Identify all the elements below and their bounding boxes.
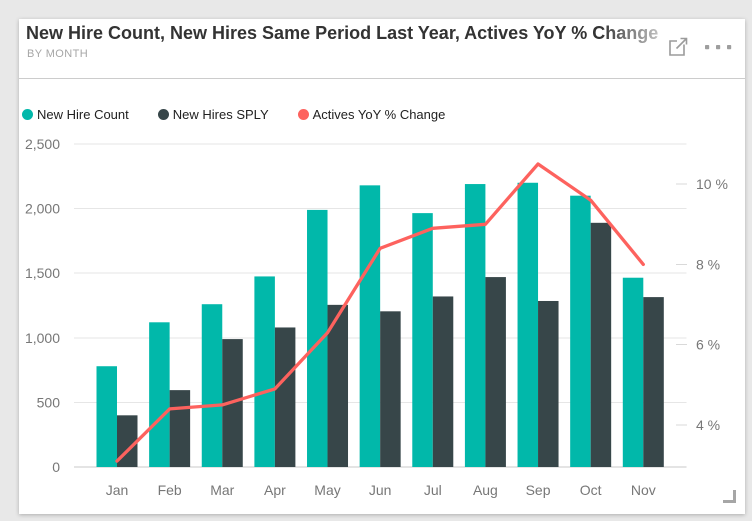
legend-dot-new-hire-count — [22, 109, 33, 120]
header-divider — [19, 78, 745, 79]
x-axis-label-jan: Jan — [106, 482, 129, 498]
resize-handle[interactable] — [723, 490, 736, 503]
bar-new-hires-sply-feb[interactable] — [169, 390, 191, 467]
y-axis-label-left: 2,500 — [25, 136, 60, 152]
x-axis-label-oct: Oct — [580, 482, 602, 498]
y-axis-label-left: 500 — [37, 394, 61, 410]
x-axis-label-may: May — [314, 482, 340, 498]
bar-new-hire-count-may[interactable] — [307, 209, 328, 467]
x-axis-label-nov: Nov — [631, 482, 656, 498]
y-axis-label-left: 2,000 — [25, 201, 60, 217]
line-actives-yoy-change[interactable] — [115, 162, 645, 463]
bar-new-hire-count-mar[interactable] — [201, 304, 223, 467]
x-axis-label-apr: Apr — [264, 482, 286, 498]
legend-item-new-hire-count[interactable]: New Hire Count — [22, 107, 129, 122]
legend-dot-new-hires-sply — [157, 109, 169, 120]
bar-new-hire-count-oct[interactable] — [570, 195, 591, 467]
bar-new-hire-count-jan[interactable] — [96, 366, 118, 467]
visual-subtitle: BY MONTH — [27, 48, 89, 60]
legend-label: New Hire Count — [37, 107, 129, 122]
bar-new-hires-sply-may[interactable] — [327, 304, 349, 467]
y-axis-label-left: 1,000 — [25, 330, 60, 346]
x-axis-label-sep: Sep — [526, 482, 551, 498]
legend-item-actives-yoy[interactable]: Actives YoY % Change — [297, 107, 446, 122]
bar-new-hire-count-aug[interactable] — [464, 184, 486, 467]
bar-new-hires-sply-sep[interactable] — [538, 300, 559, 467]
bar-new-hire-count-feb[interactable] — [149, 322, 170, 467]
y-axis-label-left: 0 — [52, 459, 60, 475]
legend-label: Actives YoY % Change — [312, 107, 446, 122]
bar-new-hires-sply-apr[interactable] — [274, 327, 296, 467]
y-axis-label-right: 4 % — [696, 417, 720, 433]
bar-new-hire-count-apr[interactable] — [254, 276, 275, 467]
y-axis-label-left: 1,500 — [25, 265, 60, 281]
bar-new-hires-sply-oct[interactable] — [590, 222, 612, 467]
bar-new-hire-count-jul[interactable] — [412, 213, 433, 467]
x-axis-label-feb: Feb — [158, 482, 182, 498]
x-axis-label-mar: Mar — [210, 482, 234, 498]
legend: New Hire Count New Hires SPLY Actives Yo… — [22, 107, 474, 122]
more-options-icon[interactable] — [701, 37, 737, 57]
focus-mode-icon[interactable] — [665, 34, 691, 60]
visual-title: New Hire Count, New Hires Same Period La… — [26, 23, 659, 43]
legend-dot-actives-yoy — [297, 109, 309, 120]
x-axis-label-jun: Jun — [369, 482, 392, 498]
y-axis-label-right: 6 % — [696, 337, 720, 353]
x-axis-label-aug: Aug — [473, 482, 498, 498]
y-axis-label-right: 10 % — [696, 176, 728, 192]
legend-item-new-hires-sply[interactable]: New Hires SPLY — [157, 107, 269, 122]
bar-new-hire-count-jun[interactable] — [359, 185, 381, 467]
chart-svg: 0 500 1,000 1,500 2,000 2,500 4 % 6 % 8 % 10 % Jan… — [25, 136, 728, 498]
bar-new-hires-sply-jul[interactable] — [432, 296, 454, 467]
legend-label: New Hires SPLY — [172, 107, 269, 122]
bar-new-hire-count-nov[interactable] — [622, 277, 644, 467]
bar-new-hires-sply-nov[interactable] — [643, 297, 664, 467]
bar-new-hire-count-sep[interactable] — [517, 182, 539, 467]
x-axis-label-jul: Jul — [424, 482, 442, 498]
bar-new-hires-sply-aug[interactable] — [485, 277, 506, 467]
bar-new-hires-sply-jun[interactable] — [380, 311, 401, 467]
y-axis-label-right: 8 % — [696, 256, 720, 272]
